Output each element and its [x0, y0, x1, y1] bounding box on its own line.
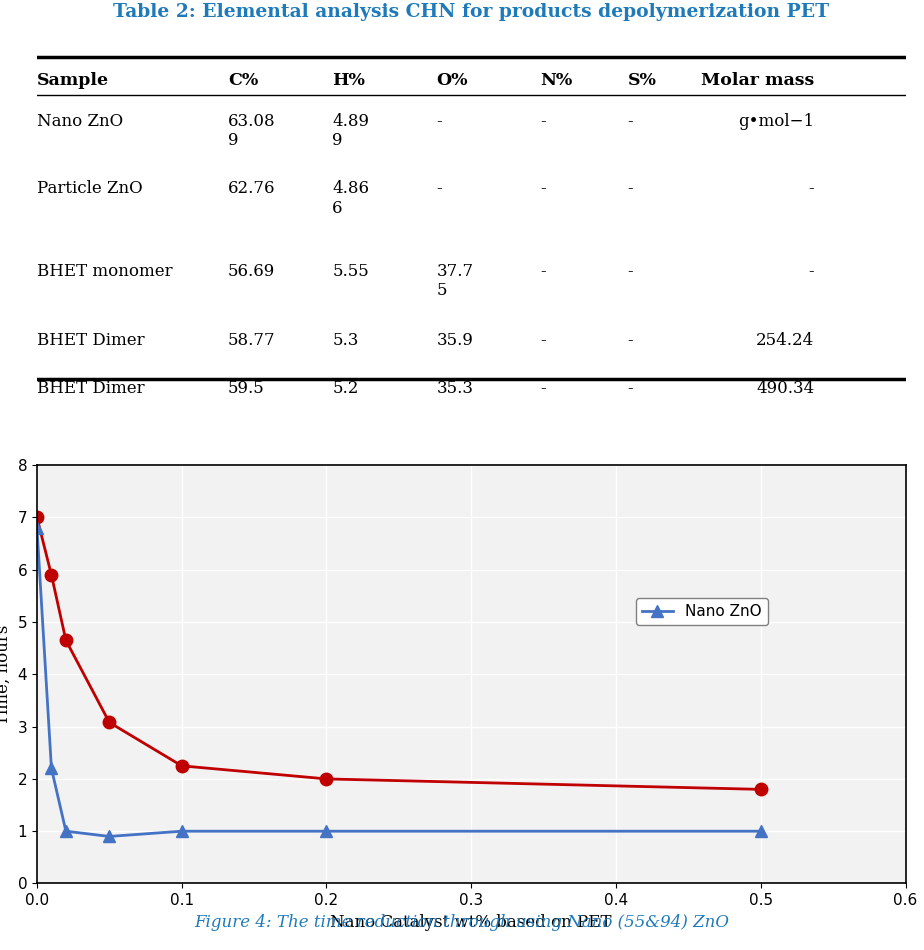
Text: 4.89
9: 4.89 9 — [333, 113, 370, 149]
Text: 62.76: 62.76 — [228, 180, 275, 198]
Text: BHET monomer: BHET monomer — [37, 263, 173, 280]
Text: S%: S% — [627, 72, 656, 89]
Text: 5.3: 5.3 — [333, 332, 359, 350]
Text: 254.24: 254.24 — [756, 332, 814, 350]
Text: -: - — [541, 180, 546, 198]
Y-axis label: Time, hours: Time, hours — [0, 624, 12, 725]
Text: -: - — [541, 263, 546, 280]
Nano ZnO — [60, 826, 71, 837]
X-axis label: Nano Catalyst wt% based on PET: Nano Catalyst wt% based on PET — [331, 914, 612, 931]
Text: 56.69: 56.69 — [228, 263, 275, 280]
Text: -: - — [627, 113, 633, 130]
Text: -: - — [627, 332, 633, 350]
Text: 35.3: 35.3 — [436, 380, 473, 397]
Text: Sample: Sample — [37, 72, 109, 89]
Text: -: - — [808, 263, 814, 280]
Text: -: - — [541, 380, 546, 397]
Text: -: - — [627, 380, 633, 397]
Text: -: - — [808, 180, 814, 198]
Text: -: - — [627, 180, 633, 198]
Text: -: - — [436, 180, 442, 198]
Nano ZnO — [31, 522, 43, 534]
Text: 37.7
5: 37.7 5 — [436, 263, 474, 299]
Text: BHET Dimer: BHET Dimer — [37, 332, 144, 350]
Text: BHET Dimer: BHET Dimer — [37, 380, 144, 397]
Nano ZnO — [176, 826, 188, 837]
Text: 35.9: 35.9 — [436, 332, 473, 350]
Text: -: - — [436, 113, 442, 130]
Text: Particle ZnO: Particle ZnO — [37, 180, 142, 198]
Text: -: - — [627, 263, 633, 280]
Legend: Nano ZnO: Nano ZnO — [636, 598, 768, 625]
Line: Nano ZnO: Nano ZnO — [30, 522, 767, 843]
Text: 63.08
9: 63.08 9 — [228, 113, 275, 149]
Text: Figure 4: The time reduction through using Nano (55&94) ZnO: Figure 4: The time reduction through usi… — [194, 914, 730, 931]
Text: 58.77: 58.77 — [228, 332, 275, 350]
Text: Table 2: Elemental analysis CHN for products depolymerization PET: Table 2: Elemental analysis CHN for prod… — [113, 3, 830, 21]
Text: N%: N% — [541, 72, 573, 89]
Text: Nano ZnO: Nano ZnO — [37, 113, 123, 130]
Text: Molar mass: Molar mass — [701, 72, 814, 89]
Text: -: - — [541, 113, 546, 130]
Text: C%: C% — [228, 72, 259, 89]
Text: 59.5: 59.5 — [228, 380, 265, 397]
Text: 490.34: 490.34 — [756, 380, 814, 397]
Text: O%: O% — [436, 72, 468, 89]
Text: 4.86
6: 4.86 6 — [333, 180, 370, 217]
Text: 5.2: 5.2 — [333, 380, 359, 397]
Nano ZnO — [755, 826, 766, 837]
Text: 5.55: 5.55 — [333, 263, 369, 280]
Text: g•mol−1: g•mol−1 — [738, 113, 814, 130]
Nano ZnO — [46, 763, 57, 774]
Text: -: - — [541, 332, 546, 350]
Text: H%: H% — [333, 72, 365, 89]
Nano ZnO — [321, 826, 332, 837]
Nano ZnO — [103, 830, 115, 842]
